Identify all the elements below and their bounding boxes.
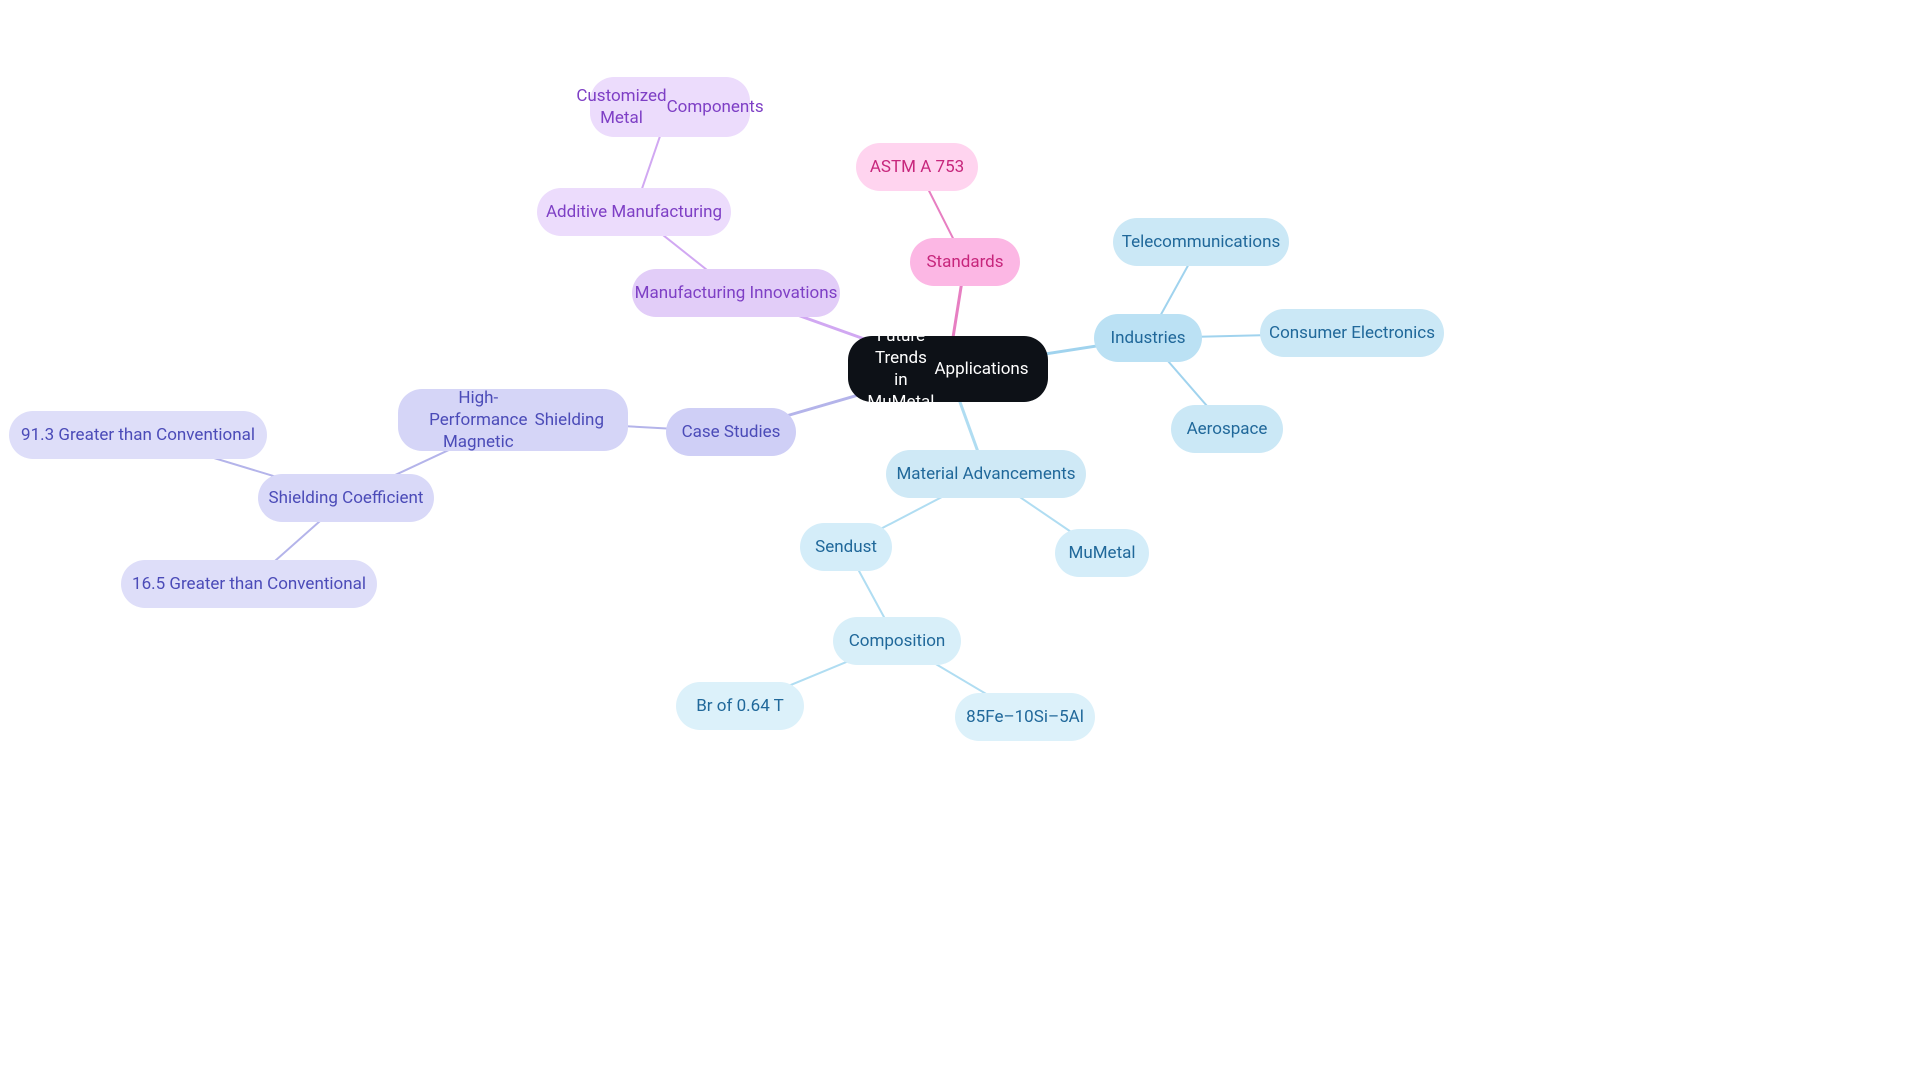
node-root: Future Trends in MuMetalApplications (848, 336, 1048, 402)
node-custom_metal: Customized MetalComponents (590, 77, 750, 137)
node-case_studies: Case Studies (666, 408, 796, 456)
node-mat_adv: Material Advancements (886, 450, 1086, 498)
node-mumetal: MuMetal (1055, 529, 1149, 577)
node-mfg_innov: Manufacturing Innovations (632, 269, 840, 317)
node-hp_shield: High-Performance MagneticShielding (398, 389, 628, 451)
node-additive: Additive Manufacturing (537, 188, 731, 236)
node-br064: Br of 0.64 T (676, 682, 804, 730)
node-sendust: Sendust (800, 523, 892, 571)
node-astm: ASTM A 753 (856, 143, 978, 191)
node-shield_coef: Shielding Coefficient (258, 474, 434, 522)
node-composition: Composition (833, 617, 961, 665)
node-fe_si_al: 85Fe–10Si–5Al (955, 693, 1095, 741)
node-aerospace: Aerospace (1171, 405, 1283, 453)
node-s913: 91.3 Greater than Conventional (9, 411, 267, 459)
node-s165: 16.5 Greater than Conventional (121, 560, 377, 608)
node-consumer: Consumer Electronics (1260, 309, 1444, 357)
node-standards: Standards (910, 238, 1020, 286)
node-industries: Industries (1094, 314, 1202, 362)
node-telecom: Telecommunications (1113, 218, 1289, 266)
